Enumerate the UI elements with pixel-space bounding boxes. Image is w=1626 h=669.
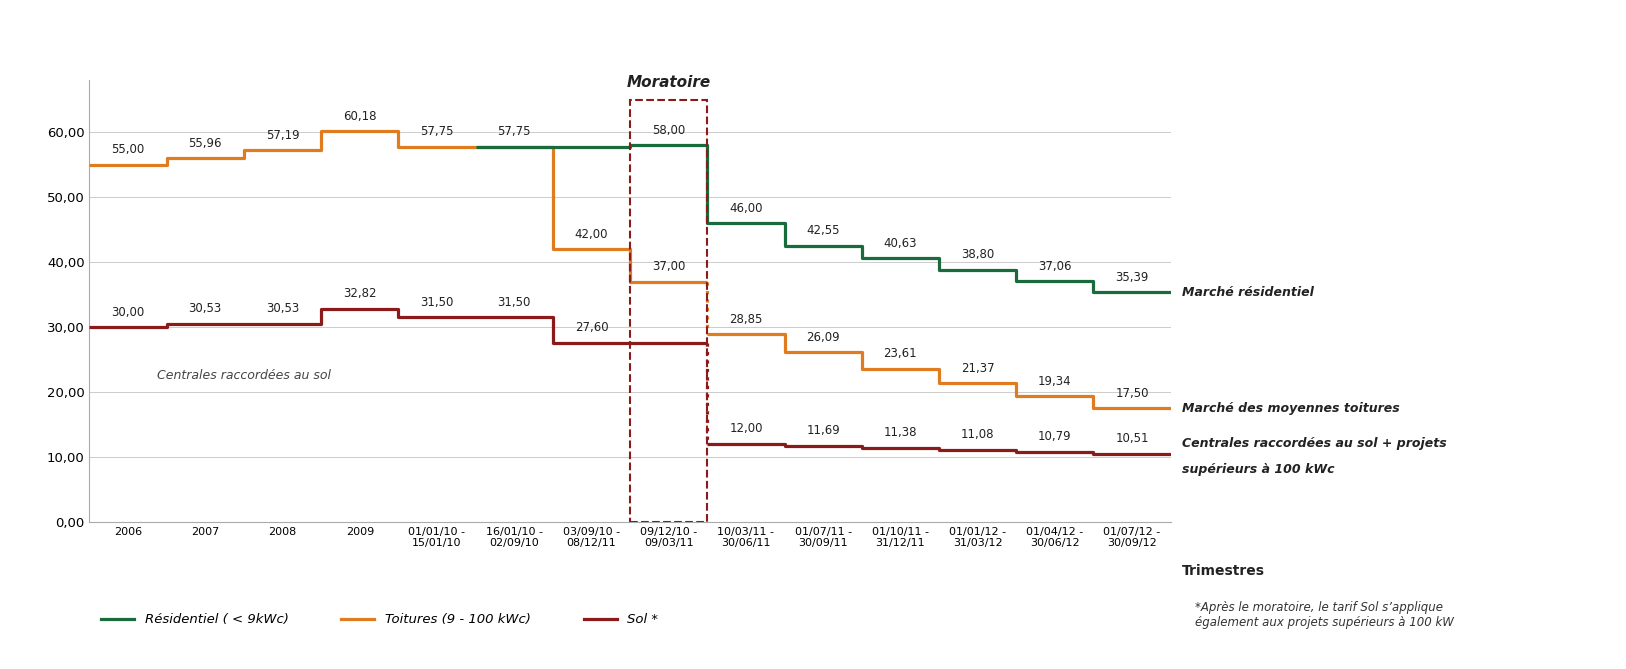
Text: 31,50: 31,50 (420, 296, 454, 309)
Text: 55,00: 55,00 (112, 143, 145, 157)
Text: 40,63: 40,63 (883, 237, 917, 250)
Text: 23,61: 23,61 (883, 347, 917, 360)
Text: 21,37: 21,37 (961, 362, 995, 375)
Text: 42,55: 42,55 (806, 224, 841, 237)
Text: Centrales raccordées au sol + projets: Centrales raccordées au sol + projets (1182, 438, 1447, 450)
Text: *Après le moratoire, le tarif Sol s’applique
également aux projets supérieurs à : *Après le moratoire, le tarif Sol s’appl… (1195, 601, 1454, 629)
Text: 17,50: 17,50 (1115, 387, 1150, 400)
Text: 37,06: 37,06 (1037, 260, 1072, 273)
Text: 60,18: 60,18 (343, 110, 377, 122)
Text: 30,53: 30,53 (267, 302, 299, 315)
Text: 58,00: 58,00 (652, 124, 685, 136)
Text: 11,08: 11,08 (961, 428, 995, 442)
Text: 19,34: 19,34 (1037, 375, 1072, 388)
Text: Trimestres: Trimestres (1182, 563, 1265, 577)
Bar (629, 100, 707, 522)
Text: 38,80: 38,80 (961, 248, 993, 262)
Text: 30,53: 30,53 (189, 302, 221, 315)
Text: 26,09: 26,09 (806, 331, 841, 344)
Text: 30,00: 30,00 (112, 306, 145, 318)
Text: Marché résidentiel: Marché résidentiel (1182, 286, 1314, 298)
Text: 10,79: 10,79 (1037, 430, 1072, 444)
Text: 35,39: 35,39 (1115, 270, 1150, 284)
Text: 27,60: 27,60 (574, 321, 608, 334)
Text: 11,38: 11,38 (883, 426, 917, 440)
Text: 31,50: 31,50 (498, 296, 532, 309)
Text: 57,75: 57,75 (420, 125, 454, 138)
Text: supérieurs à 100 kWc: supérieurs à 100 kWc (1182, 464, 1335, 476)
Text: 57,75: 57,75 (498, 125, 532, 138)
Legend: Résidentiel ( < 9kWc), Toitures (9 - 100 kWc), Sol *: Résidentiel ( < 9kWc), Toitures (9 - 100… (96, 608, 663, 632)
Text: Centrales raccordées au sol: Centrales raccordées au sol (156, 369, 332, 382)
Text: 32,82: 32,82 (343, 287, 377, 300)
Text: 10,51: 10,51 (1115, 432, 1150, 445)
Text: 55,96: 55,96 (189, 137, 223, 150)
Text: 37,00: 37,00 (652, 260, 686, 273)
Text: Moratoire: Moratoire (626, 75, 711, 90)
Text: 12,00: 12,00 (728, 422, 763, 436)
Text: 28,85: 28,85 (728, 313, 763, 326)
Text: 57,19: 57,19 (265, 129, 299, 142)
Text: Marché des moyennes toitures: Marché des moyennes toitures (1182, 401, 1400, 415)
Text: 46,00: 46,00 (728, 201, 763, 215)
Text: 42,00: 42,00 (574, 227, 608, 241)
Text: 11,69: 11,69 (806, 424, 841, 438)
